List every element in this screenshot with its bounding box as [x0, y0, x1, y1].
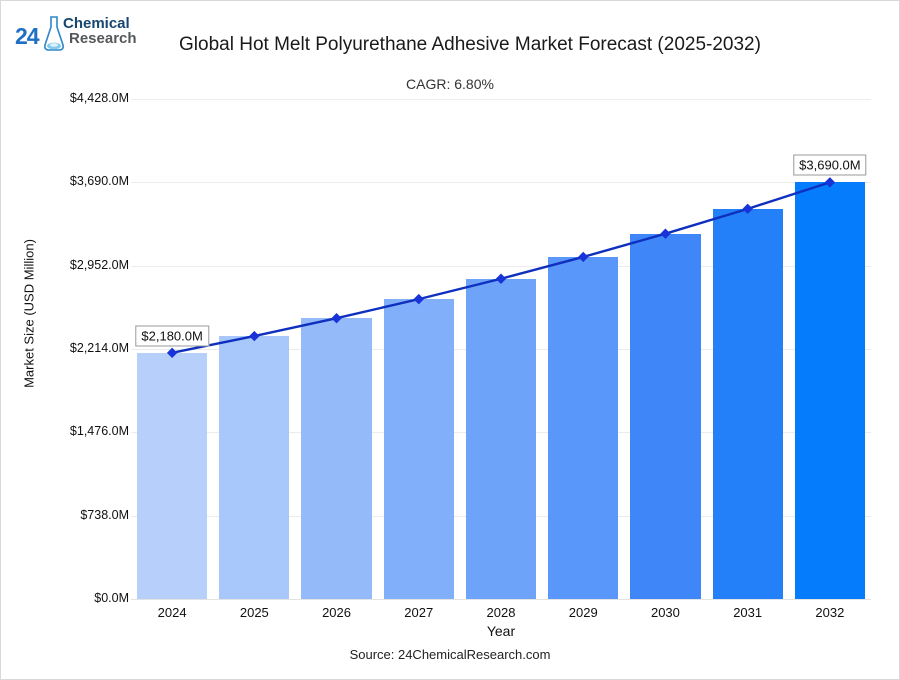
- chart-subtitle-cagr: CAGR: 6.80%: [406, 76, 494, 92]
- bar-2031[interactable]: [712, 208, 783, 599]
- data-point-2025[interactable]: [249, 330, 260, 342]
- x-axis-tick-2024: 2024: [157, 605, 187, 620]
- bar-2030[interactable]: [630, 233, 701, 599]
- data-point-2031[interactable]: [742, 203, 753, 215]
- bar-2032[interactable]: [794, 182, 866, 599]
- gridline: [131, 265, 871, 267]
- logo-text-chemical: Chemical: [63, 15, 130, 32]
- bar-2026[interactable]: [301, 318, 372, 599]
- x-axis-tick-2025: 2025: [239, 605, 269, 620]
- data-point-2030[interactable]: [660, 228, 671, 239]
- y-axis-tick-label: $3,690.0M: [69, 174, 129, 189]
- data-point-2028[interactable]: [495, 273, 507, 284]
- gridline: [131, 182, 871, 184]
- x-axis-tick-2028: 2028: [486, 605, 516, 620]
- data-point-2029[interactable]: [578, 251, 589, 263]
- chart-plot-area: $0.0M $738.0M $1,476.0M $2,214.0M $2,952.0M $…: [70, 91, 871, 620]
- bar-2024[interactable]: [136, 352, 208, 599]
- y-axis-tick-label: $0.0M: [94, 591, 129, 605]
- logo-text-research: Research: [69, 30, 137, 47]
- axis-baseline: [131, 599, 871, 600]
- x-axis-tick-2026: 2026: [322, 605, 351, 620]
- logo-number: 24: [15, 23, 40, 49]
- source-note: Source: 24ChemicalResearch.com: [349, 647, 551, 662]
- chart-title: Global Hot Melt Polyurethane Adhesive Ma…: [179, 34, 761, 55]
- brand-logo: 24 Chemical Research: [15, 13, 137, 58]
- data-label-2024: $2,180.0M: [135, 325, 209, 347]
- x-axis-tick-2031: 2031: [733, 605, 763, 620]
- y-axis-tick-label: $2,214.0M: [69, 341, 129, 355]
- y-axis-tick-label: $1,476.0M: [69, 424, 129, 439]
- x-axis-tick-2030: 2030: [650, 605, 680, 620]
- x-axis-title: Year: [486, 623, 516, 639]
- bar-2025[interactable]: [219, 336, 290, 599]
- data-point-2024[interactable]: [166, 347, 178, 359]
- bar-2027[interactable]: [383, 299, 454, 599]
- y-axis-title: Market Size (USD Million): [21, 239, 37, 388]
- bar-2029[interactable]: [548, 256, 619, 599]
- x-axis-tick-2027: 2027: [404, 605, 434, 620]
- data-label-2032: $3,690.0M: [793, 154, 867, 176]
- bar-2028[interactable]: [465, 278, 537, 599]
- trend-line-series: [166, 177, 836, 359]
- gridline: [131, 99, 871, 100]
- data-point-2026[interactable]: [331, 313, 342, 324]
- x-axis-tick-2029: 2029: [568, 605, 598, 620]
- x-axis-tick-2032: 2032: [815, 605, 845, 620]
- data-point-2027[interactable]: [413, 293, 424, 305]
- y-axis-tick-label: $2,952.0M: [69, 257, 129, 272]
- data-point-2032[interactable]: [824, 177, 836, 188]
- flask-icon: [43, 15, 65, 58]
- y-axis-tick-label: $4,428.0M: [69, 91, 129, 105]
- y-axis-tick-label: $738.0M: [80, 507, 129, 522]
